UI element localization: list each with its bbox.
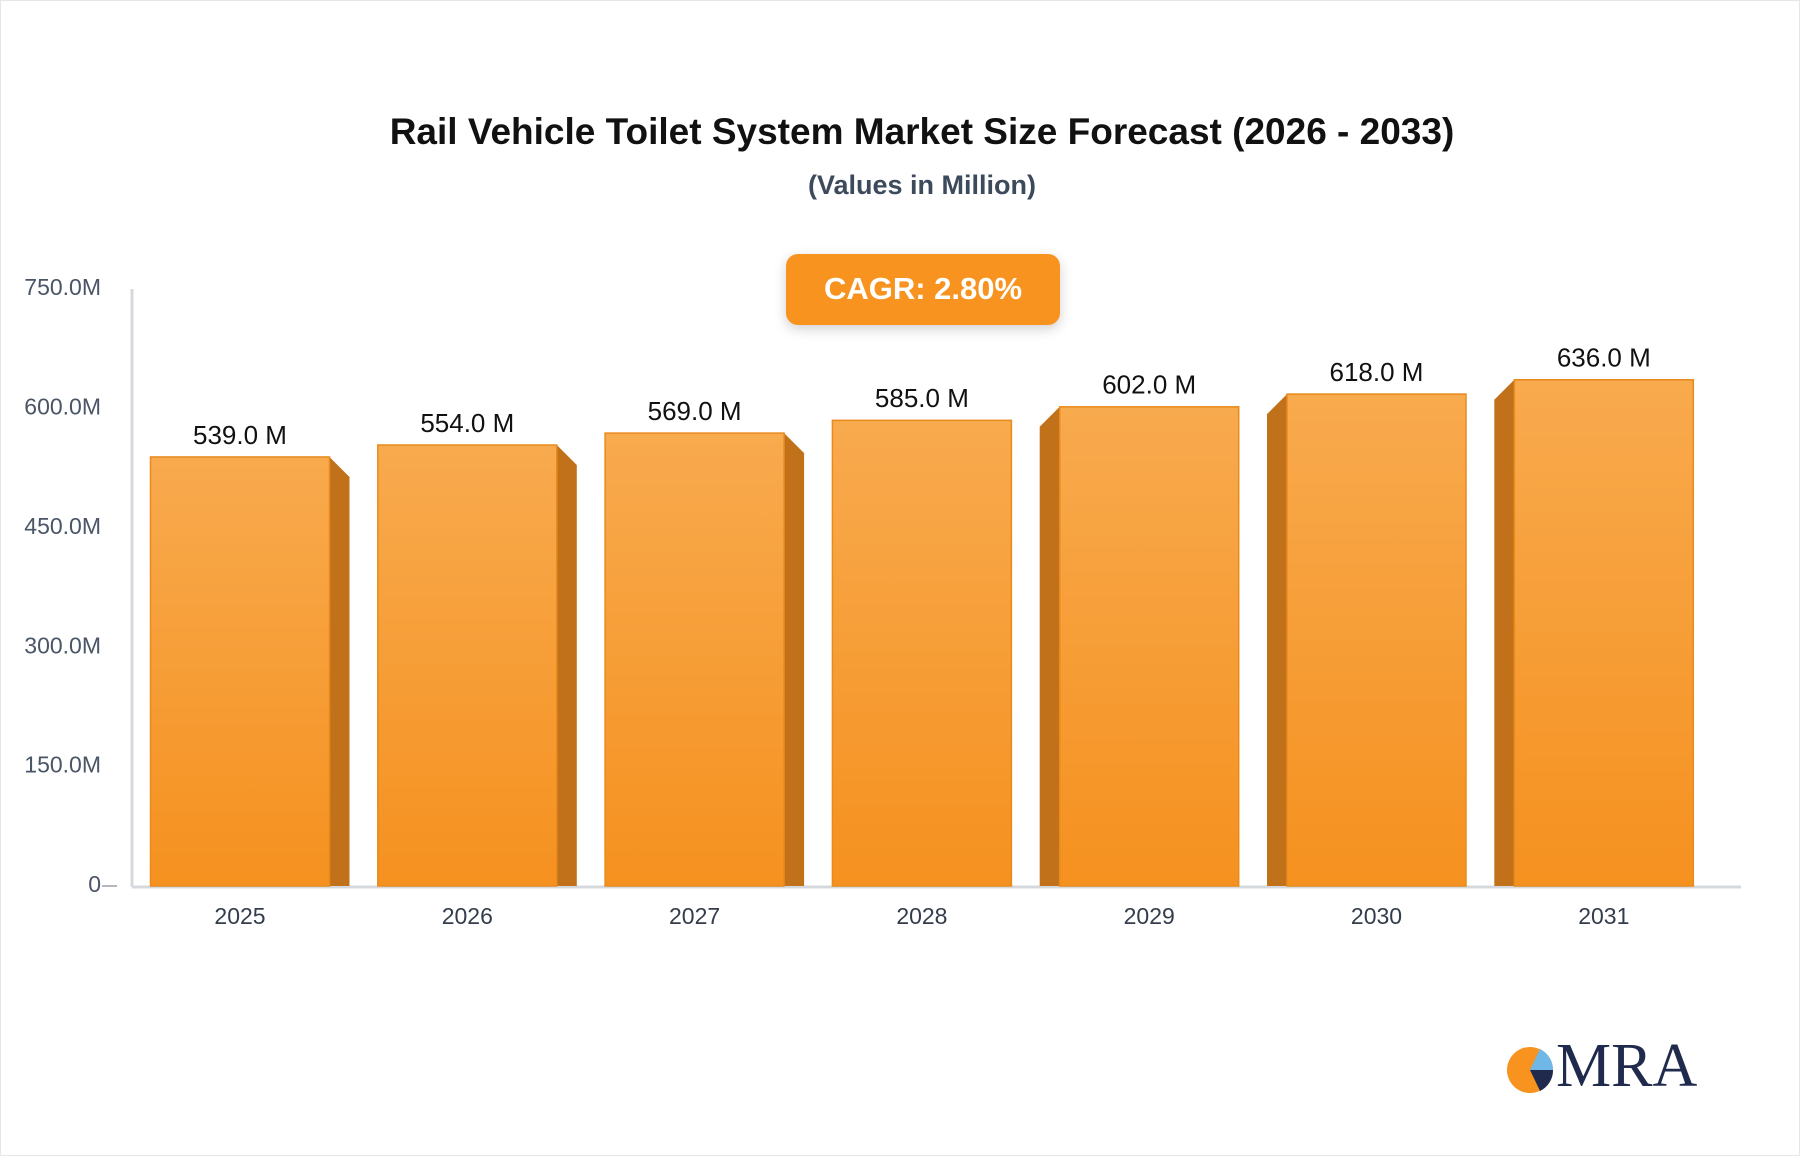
bar <box>1494 378 1695 887</box>
x-tick-label: 2031 <box>1578 903 1629 929</box>
bar-side <box>1039 406 1060 886</box>
y-tick-label: 150.0M <box>24 752 101 778</box>
bar <box>1039 406 1240 887</box>
y-tick-label: 450.0M <box>24 513 101 539</box>
value-label: 539.0 M <box>193 420 287 450</box>
y-tick-label: 600.0M <box>24 393 101 419</box>
bar-front <box>1513 378 1695 887</box>
cagr-badge: CAGR: 2.80% <box>786 254 1060 325</box>
cagr-background <box>786 254 1060 325</box>
logo: MRA <box>1507 1032 1697 1100</box>
x-tick-label: 2028 <box>896 903 947 929</box>
bar-side <box>1267 394 1287 886</box>
bar <box>1267 393 1467 887</box>
bar-side <box>329 456 350 886</box>
chart-title: Rail Vehicle Toilet System Market Size F… <box>390 111 1455 152</box>
x-tick-label: 2025 <box>214 903 265 929</box>
bar-front <box>149 456 331 887</box>
value-label: 618.0 M <box>1330 357 1424 387</box>
bar-front <box>1286 393 1467 887</box>
bar-side <box>1494 379 1515 886</box>
y-tick-label: 300.0M <box>24 632 101 658</box>
logo-slice <box>1530 1070 1554 1091</box>
x-tick-label: 2027 <box>669 903 720 929</box>
logo-text: MRA <box>1556 1032 1697 1100</box>
bar-front <box>604 432 785 887</box>
logo-slice <box>1530 1049 1554 1070</box>
bar <box>831 419 1013 887</box>
value-label: 554.0 M <box>420 408 514 438</box>
y-tick-label: 750.0M <box>24 274 101 300</box>
bar-side <box>556 445 577 886</box>
bar-side <box>784 433 805 886</box>
bar-front <box>377 444 558 887</box>
value-label: 569.0 M <box>648 396 742 426</box>
value-label: 585.0 M <box>875 383 969 413</box>
x-tick-label: 2026 <box>442 903 493 929</box>
x-tick-label: 2029 <box>1124 903 1175 929</box>
chart-subtitle: (Values in Million) <box>808 170 1036 200</box>
bar-front <box>831 419 1013 887</box>
y-tick-label: 0 <box>88 871 101 897</box>
value-label: 636.0 M <box>1557 343 1651 373</box>
bar <box>149 456 350 887</box>
bar-front <box>1058 406 1240 887</box>
bar <box>377 444 577 887</box>
x-tick-label: 2030 <box>1351 903 1402 929</box>
cagr-text: CAGR: 2.80% <box>824 271 1022 306</box>
bar <box>604 432 805 887</box>
value-label: 602.0 M <box>1102 370 1196 400</box>
